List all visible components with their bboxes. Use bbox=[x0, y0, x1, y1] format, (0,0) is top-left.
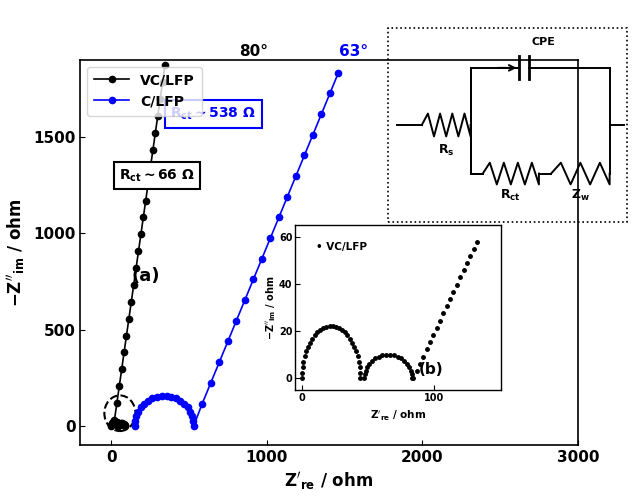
Text: $\mathbf{R_s}$: $\mathbf{R_s}$ bbox=[438, 142, 455, 158]
C/LFP bbox=[300, 152, 308, 158]
C/LFP bbox=[284, 194, 291, 200]
C/LFP bbox=[131, 423, 139, 429]
X-axis label: $\mathbf{Z'_{re}}$ / ohm: $\mathbf{Z'_{re}}$ / ohm bbox=[284, 470, 374, 492]
C/LFP bbox=[163, 393, 171, 399]
Line: VC/LFP: VC/LFP bbox=[108, 62, 168, 429]
Text: $\mathbf{Z_w}$: $\mathbf{Z_w}$ bbox=[571, 188, 590, 204]
C/LFP bbox=[250, 276, 257, 282]
X-axis label: $\mathbf{Z'_{re}}$ / ohm: $\mathbf{Z'_{re}}$ / ohm bbox=[370, 408, 426, 422]
C/LFP bbox=[318, 111, 325, 117]
Legend: VC/LFP, C/LFP: VC/LFP, C/LFP bbox=[87, 67, 202, 116]
C/LFP bbox=[158, 393, 166, 399]
C/LFP bbox=[190, 423, 198, 429]
VC/LFP bbox=[154, 113, 162, 119]
C/LFP bbox=[216, 359, 223, 365]
VC/LFP bbox=[114, 423, 122, 429]
C/LFP bbox=[188, 413, 196, 419]
C/LFP bbox=[266, 235, 274, 241]
C/LFP bbox=[334, 70, 342, 75]
Line: C/LFP: C/LFP bbox=[132, 70, 342, 429]
C/LFP bbox=[153, 394, 160, 400]
Text: $\mathbf{R_{ct}}$$\mathbf{\sim}$66 Ω: $\mathbf{R_{ct}}$$\mathbf{\sim}$66 Ω bbox=[119, 168, 195, 184]
C/LFP bbox=[224, 338, 232, 344]
VC/LFP bbox=[116, 383, 123, 389]
Text: 80°: 80° bbox=[239, 44, 268, 59]
VC/LFP bbox=[107, 423, 115, 429]
VC/LFP bbox=[108, 420, 116, 426]
Text: $\mathbf{R_{ct}}$$\mathbf{\sim}$538 Ω: $\mathbf{R_{ct}}$$\mathbf{\sim}$538 Ω bbox=[170, 106, 256, 122]
Text: 63°: 63° bbox=[339, 44, 368, 59]
C/LFP bbox=[198, 400, 206, 406]
C/LFP bbox=[134, 408, 142, 414]
Text: (b): (b) bbox=[419, 362, 443, 376]
C/LFP bbox=[186, 408, 194, 414]
Y-axis label: $\mathbf{-Z''_{im}}$ / ohm: $\mathbf{-Z''_{im}}$ / ohm bbox=[264, 275, 277, 340]
C/LFP bbox=[172, 396, 180, 402]
C/LFP bbox=[241, 297, 248, 303]
C/LFP bbox=[137, 404, 144, 410]
C/LFP bbox=[141, 401, 148, 407]
VC/LFP bbox=[115, 422, 123, 428]
C/LFP bbox=[309, 132, 317, 138]
C/LFP bbox=[275, 214, 282, 220]
C/LFP bbox=[168, 394, 175, 400]
C/LFP bbox=[232, 318, 240, 324]
VC/LFP bbox=[119, 420, 126, 426]
C/LFP bbox=[258, 256, 266, 262]
VC/LFP bbox=[161, 62, 169, 68]
C/LFP bbox=[132, 413, 140, 419]
C/LFP bbox=[180, 401, 188, 407]
C/LFP bbox=[177, 398, 184, 404]
Y-axis label: $\mathbf{-Z''_{im}}$ / ohm: $\mathbf{-Z''_{im}}$ / ohm bbox=[6, 198, 28, 307]
C/LFP bbox=[292, 173, 300, 179]
Text: (a): (a) bbox=[132, 268, 160, 285]
C/LFP bbox=[326, 90, 334, 96]
Text: • VC/LFP: • VC/LFP bbox=[316, 242, 367, 252]
Text: CPE: CPE bbox=[532, 37, 556, 47]
Text: $\mathbf{R_{ct}}$: $\mathbf{R_{ct}}$ bbox=[500, 188, 521, 204]
VC/LFP bbox=[120, 350, 128, 356]
C/LFP bbox=[131, 418, 139, 424]
C/LFP bbox=[148, 396, 156, 402]
C/LFP bbox=[189, 418, 197, 424]
C/LFP bbox=[184, 404, 191, 410]
C/LFP bbox=[207, 380, 214, 386]
C/LFP bbox=[144, 398, 152, 404]
